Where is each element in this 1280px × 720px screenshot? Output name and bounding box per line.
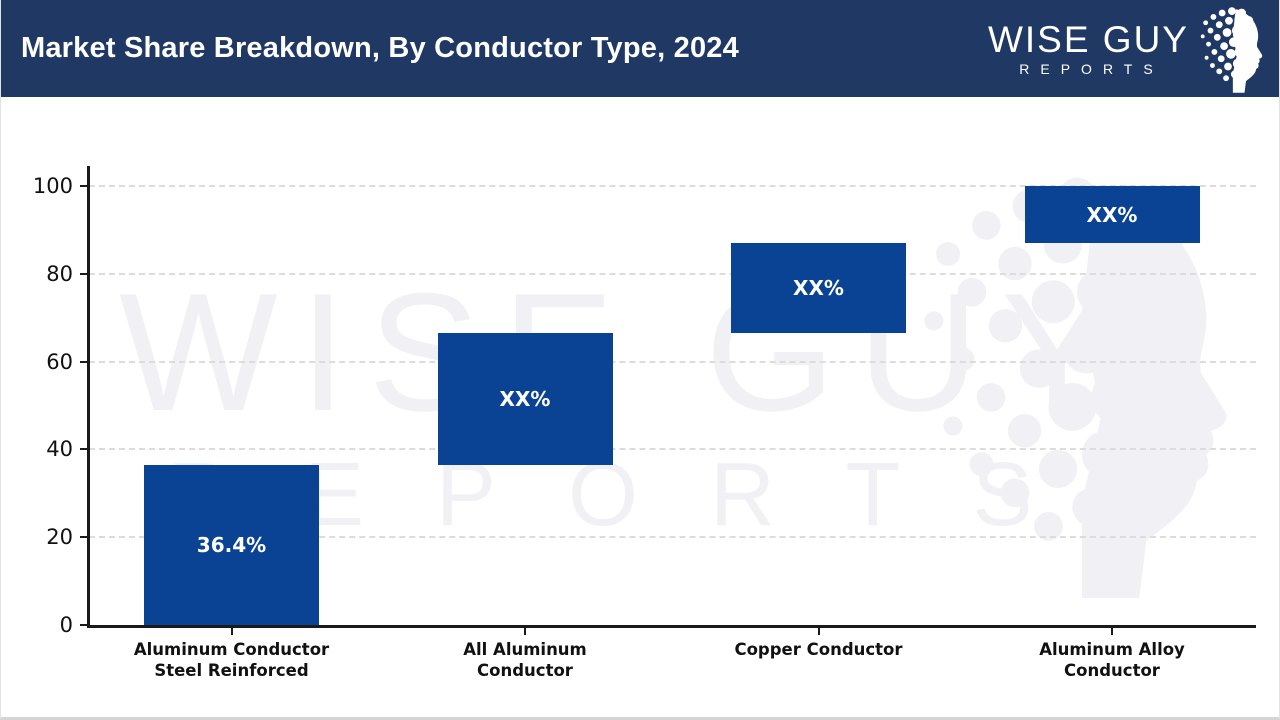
y-tick-label: 0 [59,613,73,637]
x-tick-mark [1111,627,1113,635]
bar-segment: 36.4% [144,465,319,625]
x-category-label-line: Aluminum Conductor [133,640,330,659]
y-tick-mark [80,360,89,363]
x-tick-mark [524,627,526,635]
gridline-80 [89,272,1256,275]
gridline-20 [89,536,1256,539]
x-category-label-line: All Aluminum [463,640,587,659]
x-tick-mark [817,627,820,635]
y-tick-mark [80,624,89,626]
logo-wordmark: WISE GUY REPORTS [988,21,1189,76]
y-tick-mark [80,448,89,451]
y-tick-mark [80,536,89,539]
x-category-label: Copper Conductor [669,639,969,660]
bar-value-label: XX% [499,387,551,412]
y-tick-label: 60 [46,349,73,374]
x-category-label-line: Conductor [1064,661,1160,680]
bar-value-label: XX% [1086,202,1138,227]
y-tick-mark [80,185,89,187]
x-category-label: All Aluminum Conductor [375,639,675,681]
x-category-label-line: Steel Reinforced [154,661,309,680]
y-tick-label: 40 [46,437,73,462]
x-category-label-line: Copper Conductor [734,640,903,659]
header-bar: Market Share Breakdown, By Conductor Typ… [1,0,1279,97]
y-tick-label: 20 [46,525,73,550]
x-category-label-line: Conductor [477,661,573,680]
bar-value-label: 36.4% [196,533,267,558]
logo-wordmark-line2: REPORTS [1019,61,1164,77]
x-category-label-line: Aluminum Alloy [1039,640,1185,659]
y-axis-line [87,166,90,627]
bar-value-label: XX% [793,276,844,301]
y-tick-mark [80,272,89,275]
x-axis-line [87,625,1256,628]
y-tick-label: 100 [32,174,73,198]
logo-wordmark-line1: WISE GUY [987,19,1189,60]
bar-segment: XX% [437,333,613,466]
x-category-label: Aluminum Conductor Steel Reinforced [82,639,382,681]
gridline-60 [89,360,1256,363]
wiseguy-logo: WISE GUY REPORTS [988,5,1263,93]
gridline-100 [89,185,1256,187]
chart-title: Market Share Breakdown, By Conductor Typ… [21,32,739,64]
bar-segment: XX% [1024,186,1200,244]
x-category-label: Aluminum Alloy Conductor [962,639,1262,681]
y-tick-label: 80 [46,261,73,286]
logo-face-icon [1200,6,1263,93]
gridline-40 [89,448,1256,451]
watermark-line1: WISE GUY [119,258,1136,446]
bar-segment: XX% [731,243,906,334]
x-tick-mark [230,627,233,635]
